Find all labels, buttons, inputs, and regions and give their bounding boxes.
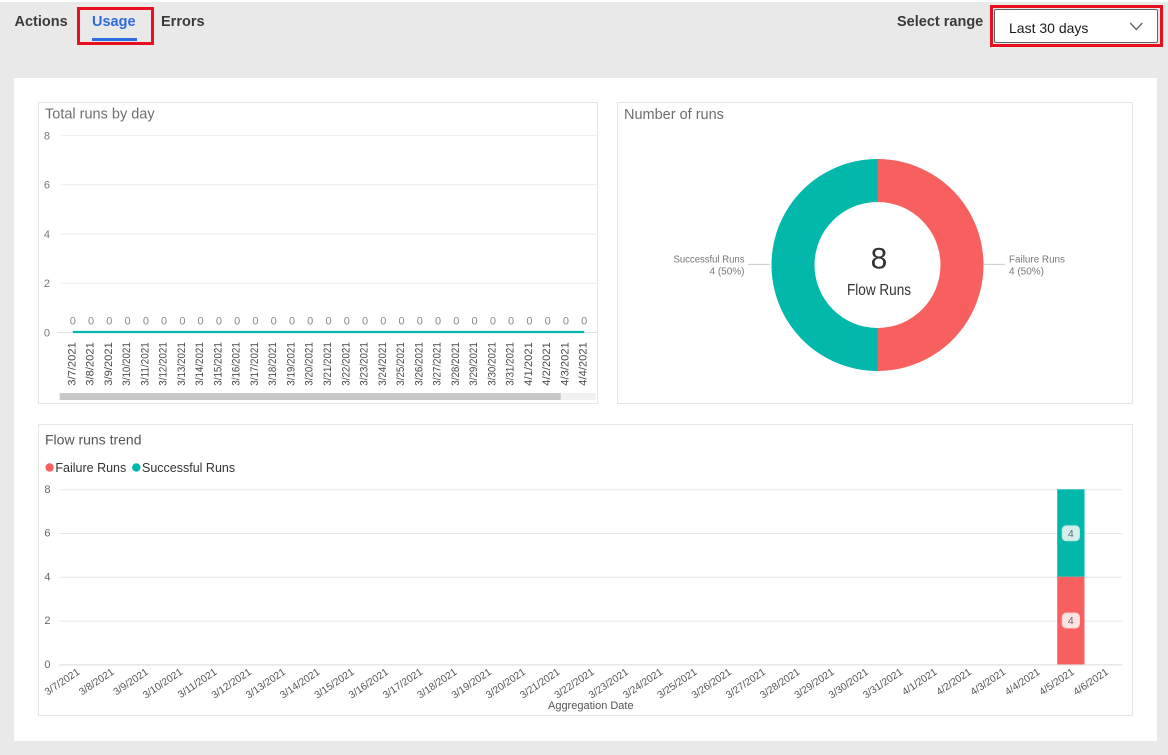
svg-text:3/15/2021: 3/15/2021 — [212, 342, 224, 386]
svg-text:0: 0 — [563, 316, 569, 328]
svg-text:4/5/2021: 4/5/2021 — [1038, 667, 1077, 698]
svg-text:4/3/2021: 4/3/2021 — [559, 342, 571, 386]
svg-text:0: 0 — [179, 316, 185, 328]
svg-text:8: 8 — [44, 130, 50, 142]
svg-text:6: 6 — [44, 180, 50, 192]
svg-text:3/31/2021: 3/31/2021 — [505, 342, 517, 386]
svg-text:3/20/2021: 3/20/2021 — [304, 342, 316, 386]
svg-text:3/12/2021: 3/12/2021 — [158, 342, 170, 386]
svg-text:4 (50%): 4 (50%) — [709, 266, 744, 277]
svg-text:0: 0 — [399, 316, 405, 328]
svg-text:Failure Runs: Failure Runs — [1009, 255, 1065, 266]
svg-text:3/30/2021: 3/30/2021 — [486, 342, 498, 386]
svg-text:3/23/2021: 3/23/2021 — [359, 342, 371, 386]
svg-text:Successful Runs: Successful Runs — [142, 461, 235, 475]
svg-text:0: 0 — [417, 316, 423, 328]
svg-text:4/1/2021: 4/1/2021 — [900, 667, 939, 698]
svg-text:4 (50%): 4 (50%) — [1009, 266, 1044, 277]
svg-text:3/22/2021: 3/22/2021 — [340, 342, 352, 386]
svg-text:0: 0 — [490, 316, 496, 328]
svg-text:0: 0 — [216, 316, 222, 328]
svg-text:3/18/2021: 3/18/2021 — [267, 342, 279, 386]
svg-text:0: 0 — [526, 316, 532, 328]
svg-text:0: 0 — [545, 316, 551, 328]
svg-text:Flow runs trend: Flow runs trend — [45, 432, 141, 448]
svg-text:0: 0 — [125, 316, 131, 328]
svg-text:3/28/2021: 3/28/2021 — [450, 342, 462, 386]
svg-text:3/14/2021: 3/14/2021 — [194, 342, 206, 386]
svg-text:3/26/2021: 3/26/2021 — [413, 342, 425, 386]
svg-text:4: 4 — [1068, 528, 1074, 540]
svg-text:3/27/2021: 3/27/2021 — [432, 342, 444, 386]
svg-text:0: 0 — [234, 316, 240, 328]
svg-text:Failure Runs: Failure Runs — [55, 461, 126, 475]
svg-text:3/29/2021: 3/29/2021 — [468, 342, 480, 386]
svg-text:4/1/2021: 4/1/2021 — [523, 342, 535, 386]
svg-text:8: 8 — [44, 484, 50, 496]
svg-text:3/9/2021: 3/9/2021 — [103, 342, 115, 386]
svg-text:0: 0 — [143, 316, 149, 328]
svg-text:3/25/2021: 3/25/2021 — [395, 342, 407, 386]
svg-text:3/10/2021: 3/10/2021 — [121, 342, 133, 386]
svg-text:0: 0 — [581, 316, 587, 328]
svg-text:3/7/2021: 3/7/2021 — [43, 667, 82, 698]
svg-text:8: 8 — [871, 243, 888, 276]
svg-text:0: 0 — [362, 316, 368, 328]
svg-text:0: 0 — [435, 316, 441, 328]
svg-text:6: 6 — [44, 528, 50, 540]
svg-text:0: 0 — [271, 316, 277, 328]
svg-text:0: 0 — [198, 316, 204, 328]
svg-text:4/4/2021: 4/4/2021 — [1003, 667, 1042, 698]
svg-text:0: 0 — [380, 316, 386, 328]
svg-text:3/8/2021: 3/8/2021 — [85, 342, 97, 386]
svg-text:0: 0 — [289, 316, 295, 328]
svg-text:3/8/2021: 3/8/2021 — [77, 667, 116, 698]
svg-text:0: 0 — [252, 316, 258, 328]
svg-text:4/2/2021: 4/2/2021 — [541, 342, 553, 386]
svg-text:0: 0 — [325, 316, 331, 328]
svg-text:0: 0 — [508, 316, 514, 328]
svg-text:0: 0 — [70, 316, 76, 328]
svg-text:3/13/2021: 3/13/2021 — [176, 342, 188, 386]
svg-text:0: 0 — [344, 316, 350, 328]
svg-text:0: 0 — [44, 328, 50, 340]
svg-text:3/16/2021: 3/16/2021 — [231, 342, 243, 386]
svg-text:3/7/2021: 3/7/2021 — [66, 342, 78, 386]
svg-text:4/3/2021: 4/3/2021 — [969, 667, 1008, 698]
svg-text:Total runs by day: Total runs by day — [45, 106, 155, 122]
svg-text:2: 2 — [44, 615, 50, 627]
svg-text:0: 0 — [88, 316, 94, 328]
svg-text:Number of runs: Number of runs — [624, 107, 724, 123]
svg-text:Aggregation Date: Aggregation Date — [548, 700, 634, 712]
svg-text:Successful Runs: Successful Runs — [674, 255, 745, 266]
svg-text:4/4/2021: 4/4/2021 — [578, 342, 590, 386]
svg-text:2: 2 — [44, 278, 50, 290]
svg-text:4/6/2021: 4/6/2021 — [1072, 667, 1111, 698]
svg-text:0: 0 — [106, 316, 112, 328]
svg-text:Flow Runs: Flow Runs — [847, 282, 911, 299]
svg-text:3/19/2021: 3/19/2021 — [286, 342, 298, 386]
svg-text:0: 0 — [472, 316, 478, 328]
svg-text:3/24/2021: 3/24/2021 — [377, 342, 389, 386]
svg-text:4/2/2021: 4/2/2021 — [935, 667, 974, 698]
svg-text:0: 0 — [453, 316, 459, 328]
svg-text:3/11/2021: 3/11/2021 — [139, 342, 151, 386]
svg-text:4: 4 — [1068, 615, 1074, 627]
svg-text:4: 4 — [44, 229, 50, 241]
svg-text:0: 0 — [307, 316, 313, 328]
svg-text:4: 4 — [44, 571, 50, 583]
svg-text:3/17/2021: 3/17/2021 — [249, 342, 261, 386]
svg-text:0: 0 — [44, 659, 50, 671]
svg-text:3/21/2021: 3/21/2021 — [322, 342, 334, 386]
svg-text:0: 0 — [161, 316, 167, 328]
